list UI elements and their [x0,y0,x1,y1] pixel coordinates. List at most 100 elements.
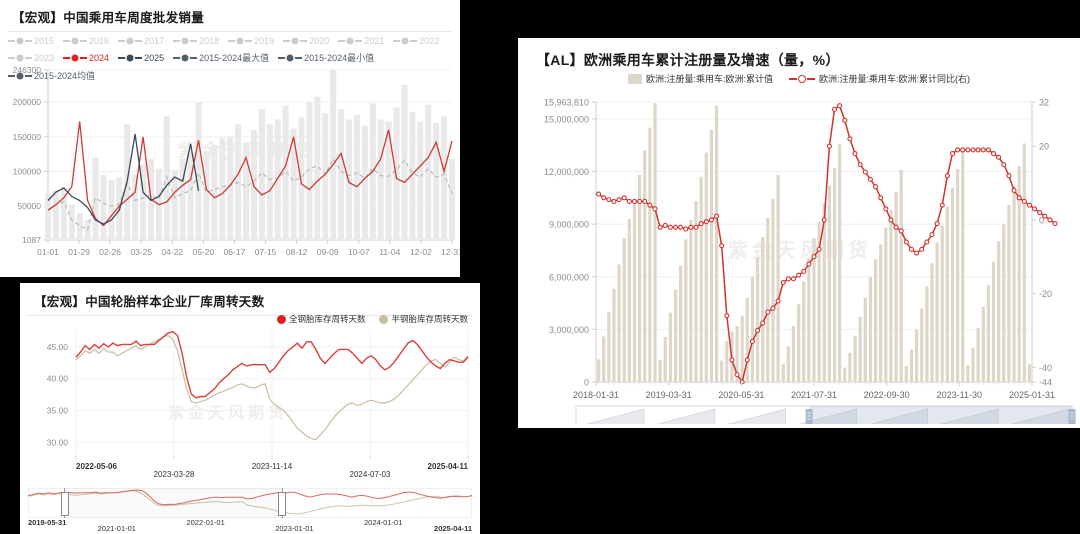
svg-text:04-22: 04-22 [161,247,183,257]
svg-text:12-31: 12-31 [441,247,460,257]
eu-page-title: 【AL】欧洲乘用车累计注册量及增速（量，%） [536,52,840,68]
legend-item-2017[interactable]: 2017 [118,36,164,46]
svg-text:30.00: 30.00 [47,437,69,447]
tyre-legend: 全钢胎库存周转天数 半钢胎库存周转天数 [276,313,468,325]
legend-item-2018[interactable]: 2018 [173,36,219,46]
svg-text:3,000,000: 3,000,000 [549,325,589,335]
legend-item-2019[interactable]: 2019 [228,36,274,46]
svg-text:20: 20 [1039,142,1049,152]
legend-label: 欧洲:注册量:乘用车:欧洲:累计同比(右) [819,74,970,84]
svg-text:100000: 100000 [13,166,42,176]
svg-text:246300: 246300 [13,65,42,75]
svg-text:08-12: 08-12 [286,247,308,257]
tyre-datazoom-slider[interactable]: 2019-05-31 2021-01-01 2022-01-01 2023-01-01… [28,488,472,532]
legend-item-2024[interactable]: 2024 [63,53,109,63]
legend-dot-icon [379,314,389,324]
svg-text:2018-01-31: 2018-01-31 [573,390,619,400]
legend-marker-icon [173,36,198,46]
svg-text:15,963,810: 15,963,810 [544,98,589,108]
eu-datazoom-slider[interactable] [575,405,1076,424]
svg-text:07-15: 07-15 [255,247,277,257]
legend-item-0[interactable]: 欧洲:注册量:乘用车:欧洲:累计值 [627,72,773,85]
svg-text:2023-11-14: 2023-11-14 [252,462,293,471]
title-divider [8,31,452,32]
svg-text:2022-01-01: 2022-01-01 [186,518,224,527]
wholesale-plot-area: 紫金天风期货 108750000100000150000200000246300… [0,64,460,264]
legend-item-2016[interactable]: 2016 [63,36,109,46]
legend-item-2015-2024最小值[interactable]: 2015-2024最小值 [278,51,374,64]
legend-item-2021[interactable]: 2021 [338,36,384,46]
svg-text:40.00: 40.00 [47,374,69,384]
datazoom-handle-start[interactable] [60,492,69,516]
legend-label: 2016 [89,36,110,46]
svg-text:9,000,000: 9,000,000 [549,220,589,230]
tyre-plot-area: 紫金天风期货 30.00 35.00 40.00 45.00 2022-05-06 202… [20,327,480,477]
svg-text:09-09: 09-09 [317,247,339,257]
legend-item-2015-2024均值[interactable]: 2015-2024均值 [8,69,95,82]
legend-label: 2019 [254,36,275,46]
legend-item-2015[interactable]: 2015 [8,36,54,46]
legend-label: 2025 [144,52,165,63]
tyre-page-title: 【宏观】中国轮胎样本企业厂库周转天数 [34,295,265,309]
legend-marker-icon [118,36,143,46]
legend-label: 2024 [89,52,110,63]
legend-label: 2015-2024最大值 [199,53,270,63]
page-title: 【宏观】中国乘用车周度批发销量 [12,11,205,25]
svg-text:6,000,000: 6,000,000 [549,272,589,282]
legend-label: 2020 [309,36,330,46]
legend-label: 2018 [199,36,220,46]
legend-marker-icon [118,53,143,63]
legend-marker-icon [8,53,32,63]
svg-text:2022-09-30: 2022-09-30 [864,390,910,400]
legend-label: 2022 [419,36,440,46]
legend-label: 2017 [144,36,165,46]
svg-text:-20: -20 [1039,289,1052,299]
legend-label: 2023 [34,52,55,63]
legend-item-2015-2024最大值[interactable]: 2015-2024最大值 [173,51,269,64]
legend-marker-icon [228,36,253,46]
legend-marker-icon [393,36,418,46]
legend-label: 半钢胎库存周转天数 [391,314,468,324]
svg-text:15,000,000: 15,000,000 [544,114,589,124]
legend-item-2023[interactable]: 2023 [8,53,54,63]
legend-item-2025[interactable]: 2025 [118,53,164,63]
legend-item-1[interactable]: 半钢胎库存周转天数 [379,313,468,325]
svg-text:01-29: 01-29 [68,247,90,257]
svg-text:2019-05-31: 2019-05-31 [28,518,66,527]
legend-item-1[interactable]: 欧洲:注册量:乘用车:欧洲:累计同比(右) [789,72,970,85]
svg-text:2024-01-01: 2024-01-01 [364,518,402,527]
legend-label: 欧洲:注册量:乘用车:欧洲:累计值 [645,74,773,84]
eu-legend: 欧洲:注册量:乘用车:欧洲:累计值 欧洲:注册量:乘用车:欧洲:累计同比(右) [518,72,1080,85]
panel-eu-registrations-chart: 【AL】欧洲乘用车累计注册量及增速（量，%） 欧洲:注册量:乘用车:欧洲:累计值… [518,38,1080,428]
legend-label: 全钢胎库存周转天数 [288,314,366,324]
svg-text:03-25: 03-25 [130,247,152,257]
legend-item-2020[interactable]: 2020 [283,36,329,46]
legend-item-2022[interactable]: 2022 [393,36,439,46]
legend-marker-icon [338,36,363,46]
legend-line-circle-icon [789,73,815,85]
svg-text:0: 0 [584,378,589,388]
legend-label: 2015 [34,36,55,46]
datazoom-handle-end[interactable] [278,492,287,516]
legend-item-0[interactable]: 全钢胎库存周转天数 [276,313,366,325]
svg-text:0: 0 [1039,215,1044,225]
svg-text:2023-01-01: 2023-01-01 [275,524,313,532]
svg-text:2021-01-01: 2021-01-01 [98,524,136,532]
legend-label: 2021 [364,36,385,46]
svg-text:50000: 50000 [17,201,41,211]
svg-text:1087: 1087 [22,235,41,245]
svg-text:2019-03-31: 2019-03-31 [646,390,692,400]
legend-marker-icon [63,36,88,46]
legend-label: 2015-2024最小值 [304,53,375,63]
panel-tyre-turnover-chart: 【宏观】中国轮胎样本企业厂库周转天数 全钢胎库存周转天数 半钢胎库存周转天数 紫金… [20,283,480,534]
panel-china-wholesale-chart: 【宏观】中国乘用车周度批发销量 2015 2016 2017 2018 2019 2020… [0,0,460,277]
svg-text:2025-01-31: 2025-01-31 [1009,390,1055,400]
svg-text:2025-04-11: 2025-04-11 [434,524,472,532]
svg-text:11-04: 11-04 [379,247,400,257]
svg-text:01-01: 01-01 [37,247,59,257]
svg-text:2023-03-28: 2023-03-28 [154,470,195,477]
svg-text:06-17: 06-17 [224,247,246,257]
svg-text:150000: 150000 [13,132,42,142]
datazoom-window[interactable] [63,488,284,518]
wholesale-legend: 2015 2016 2017 2018 2019 2020 2021 2022 2023 2024… [0,32,460,82]
